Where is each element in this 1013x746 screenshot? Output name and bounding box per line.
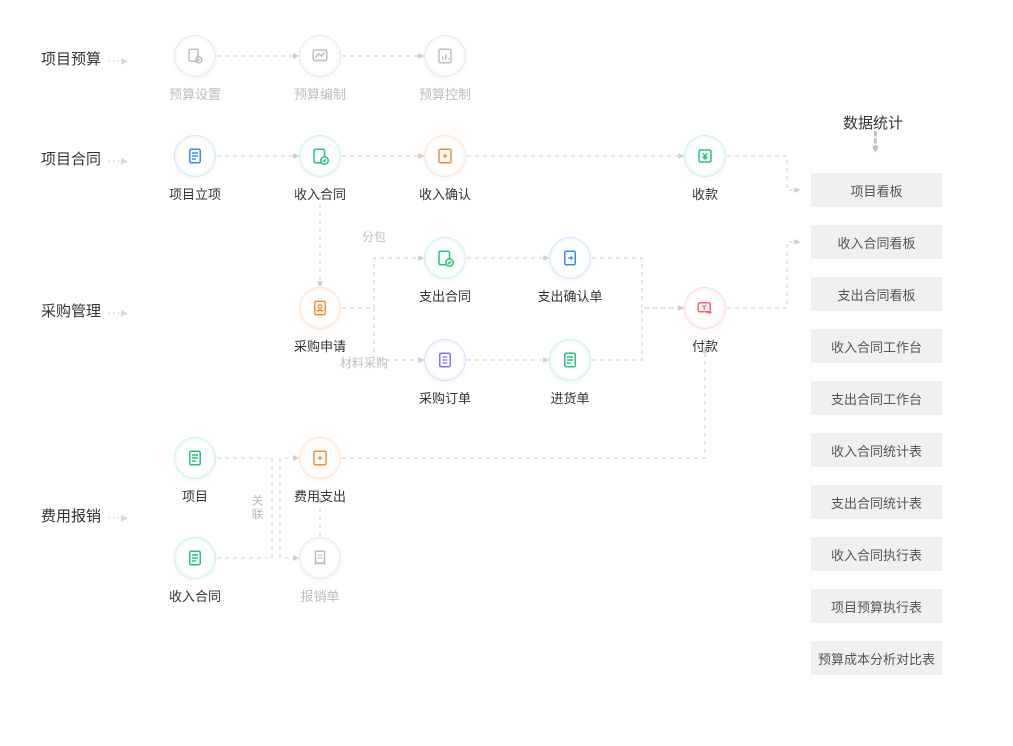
stats-item[interactable]: 项目看板 [811,173,942,207]
doc-list-icon [425,340,465,380]
doc-user-icon [300,288,340,328]
doc-icon [175,438,215,478]
node-label: 预算设置 [169,84,221,103]
yen-out-icon [685,288,725,328]
node-label: 项目立项 [169,184,221,203]
receipt-icon [300,538,340,578]
node-purchase_req[interactable]: 采购申请 [290,288,350,355]
doc-bar-icon [425,36,465,76]
stats-title: 数据统计 [843,112,903,133]
chevron-right-icon: ⋯▸ [107,52,128,69]
node-label: 支出确认单 [538,286,603,305]
node-budget_set: 预算设置 [165,36,225,103]
section-label-contract: 项目合同⋯▸ [41,148,128,169]
node-exp_income[interactable]: 收入合同 [165,538,225,605]
node-purchase_order[interactable]: 采购订单 [415,340,475,407]
stats-item[interactable]: 支出合同工作台 [811,381,942,415]
node-budget_ctrl: 预算控制 [415,36,475,103]
node-income_contract[interactable]: 收入合同 [290,136,350,203]
node-proj_init[interactable]: 项目立项 [165,136,225,203]
node-label: 收入合同 [169,586,221,605]
node-label: 费用支出 [294,486,346,505]
stats-arrow-icon: ┇▾ [870,138,881,154]
section-label-procure: 采购管理⋯▸ [41,300,128,321]
node-label: 收款 [692,184,718,203]
doc-plus-icon [300,438,340,478]
node-label: 报销单 [300,586,339,605]
node-label: 项目 [182,486,208,505]
yen-icon [685,136,725,176]
diagram-canvas: 项目预算⋯▸ 项目合同⋯▸ 采购管理⋯▸ 费用报销⋯▸ 预算设置 预算编制 预算控制项目立… [0,0,1013,746]
node-exp_reimb: 报销单 [290,538,350,605]
section-label-budget: 项目预算⋯▸ [41,48,128,69]
chart-icon [300,36,340,76]
node-label: 采购申请 [294,336,346,355]
doc-icon [550,340,590,380]
node-label: 支出合同 [419,286,471,305]
edge-label: 分包 [362,228,386,245]
stats-item[interactable]: 预算成本分析对比表 [811,641,942,675]
stats-item[interactable]: 支出合同看板 [811,277,942,311]
node-income_confirm[interactable]: 收入确认 [415,136,475,203]
node-budget_make: 预算编制 [290,36,350,103]
node-receipt[interactable]: 收款 [675,136,735,203]
edge-label: 材料采购 [340,354,388,371]
node-label: 预算控制 [419,84,471,103]
chevron-right-icon: ⋯▸ [107,304,128,321]
doc-icon [175,538,215,578]
node-expense_contract[interactable]: 支出合同 [415,238,475,305]
doc-plus-icon [425,136,465,176]
node-label: 付款 [692,336,718,355]
doc-gear-icon [175,36,215,76]
stats-item[interactable]: 收入合同执行表 [811,537,942,571]
node-stock_in[interactable]: 进货单 [540,340,600,407]
chevron-right-icon: ⋯▸ [107,152,128,169]
doc-check-icon [425,238,465,278]
doc-icon [175,136,215,176]
node-payment[interactable]: 付款 [675,288,735,355]
section-label-expense: 费用报销⋯▸ [41,505,128,526]
node-exp_project[interactable]: 项目 [165,438,225,505]
doc-check-icon [300,136,340,176]
stats-item[interactable]: 项目预算执行表 [811,589,942,623]
node-exp_cost[interactable]: 费用支出 [290,438,350,505]
node-label: 收入确认 [419,184,471,203]
node-label: 收入合同 [294,184,346,203]
edge-label: 关联 [249,494,266,522]
node-label: 采购订单 [419,388,471,407]
chevron-right-icon: ⋯▸ [107,509,128,526]
stats-item[interactable]: 收入合同看板 [811,225,942,259]
node-expense_confirm[interactable]: 支出确认单 [540,238,600,305]
node-label: 预算编制 [294,84,346,103]
doc-arrow-icon [550,238,590,278]
stats-item[interactable]: 收入合同统计表 [811,433,942,467]
stats-item[interactable]: 收入合同工作台 [811,329,942,363]
node-label: 进货单 [550,388,589,407]
stats-item[interactable]: 支出合同统计表 [811,485,942,519]
